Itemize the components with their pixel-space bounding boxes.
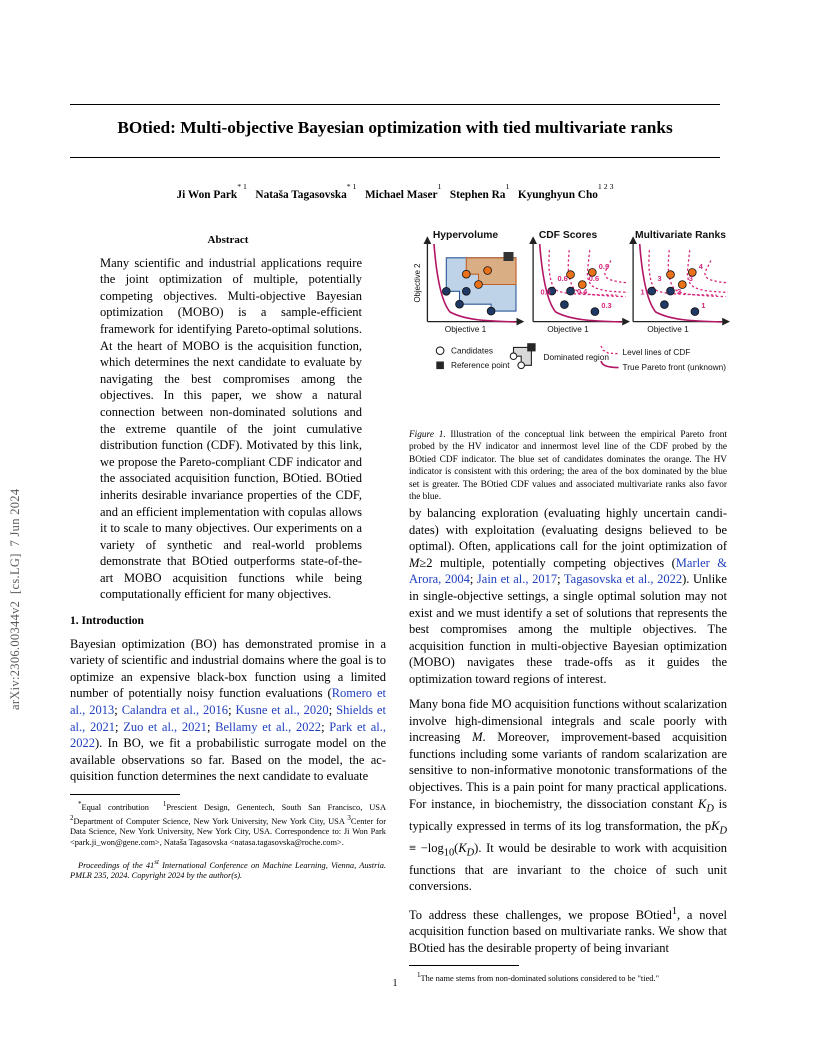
svg-text:0.3: 0.3 [601,301,611,310]
svg-text:0.3: 0.3 [541,288,551,297]
svg-text:1: 1 [701,301,705,310]
svg-text:3: 3 [658,274,662,283]
svg-text:Objective 1: Objective 1 [547,324,589,334]
svg-text:4: 4 [699,262,704,271]
svg-text:0.6: 0.6 [558,274,568,283]
svg-text:0.9: 0.9 [599,262,609,271]
svg-text:Reference point: Reference point [451,360,510,370]
svg-text:CDF Scores: CDF Scores [539,230,598,241]
svg-text:Dominated region: Dominated region [544,352,610,362]
svg-text:True Pareto front (unknown): True Pareto front (unknown) [623,362,727,372]
svg-text:Objective 1: Objective 1 [445,324,487,334]
svg-text:0.4: 0.4 [577,287,588,296]
svg-text:0.6: 0.6 [589,274,599,283]
svg-text:Multivariate Ranks: Multivariate Ranks [635,230,726,241]
svg-text:1: 1 [641,288,645,297]
svg-text:Level lines of CDF: Level lines of CDF [623,347,691,357]
svg-text:2: 2 [677,287,681,296]
svg-text:Objective 2: Objective 2 [413,263,422,302]
svg-text:Candidates: Candidates [451,346,493,356]
svg-text:Objective 1: Objective 1 [647,324,689,334]
svg-text:Hypervolume: Hypervolume [433,230,499,241]
svg-text:3: 3 [689,274,693,283]
